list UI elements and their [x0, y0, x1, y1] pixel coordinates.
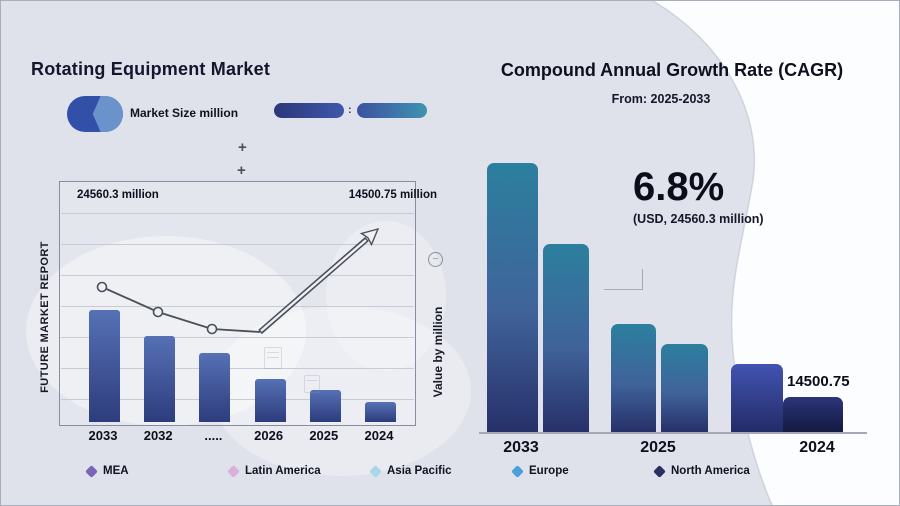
- right-chart-axis: [479, 432, 867, 434]
- market-size-cylinder-icon: [67, 96, 123, 132]
- legend-item-europe: Europe: [511, 464, 569, 478]
- legend-label: Latin America: [245, 465, 321, 477]
- page-title: Rotating Equipment Market: [31, 59, 271, 79]
- region-legend: MEA Latin America Asia Pacific Europe North …: [1, 464, 899, 485]
- left-bar-2025: [309, 390, 341, 422]
- right-bar-2025-1: [611, 324, 656, 432]
- cagr-usd-note: (USD, 24560.3 million): [633, 212, 764, 226]
- legend-item-asia-pacific: Asia Pacific: [369, 464, 452, 478]
- left-category-label: 2032: [143, 428, 173, 443]
- legend-item-latin-america: Latin America: [227, 464, 321, 478]
- ratio-colon: :: [348, 104, 352, 116]
- watermark-clipboard-icon: [304, 375, 320, 393]
- gridline: [61, 213, 414, 214]
- gridline: [61, 399, 414, 400]
- left-chart-end-value: 14500.75 million: [348, 189, 437, 201]
- legend-diamond-icon: [653, 464, 666, 478]
- plus-icon: +: [238, 139, 247, 156]
- watermark-clipboard-icon: [264, 347, 282, 369]
- left-chart-category-row: 2033 2032..... 2026 2025 2024: [59, 428, 414, 446]
- cylinder-highlight: [92, 96, 123, 132]
- left-bar-2033: [89, 310, 120, 422]
- left-chart-ylabel: Value by million: [431, 306, 445, 398]
- legend-diamond-icon: [227, 464, 240, 478]
- gridline: [61, 337, 414, 338]
- cagr-period: From: 2025-2033: [611, 92, 711, 106]
- legend-item-north-america: North America: [653, 464, 750, 478]
- gridline: [61, 244, 414, 245]
- gridline: [61, 275, 414, 276]
- legend-label: Europe: [529, 465, 569, 477]
- legend-diamond-icon: [511, 464, 524, 478]
- left-chart-start-value: 24560.3 million: [77, 189, 159, 201]
- cagr-heading: Compound Annual Growth Rate (CAGR): [500, 60, 844, 80]
- right-bar-2025-2: [661, 344, 708, 432]
- market-size-label: Market Size million: [130, 106, 239, 120]
- legend-label: MEA: [103, 465, 129, 477]
- ratio-pill-left: [274, 103, 344, 118]
- right-bar-2024-2: [783, 397, 843, 432]
- minus-icon: −: [428, 252, 443, 267]
- left-category-label: 2025: [309, 428, 339, 443]
- legend-item-mea: MEA: [85, 464, 129, 478]
- right-category-label: 2024: [799, 439, 835, 456]
- gridline: [61, 368, 414, 369]
- right-bar-2033-1: [487, 163, 538, 432]
- right-bar-2033-2: [543, 244, 589, 432]
- right-bar-2024-1: [731, 364, 783, 432]
- gridline: [61, 306, 414, 307]
- left-category-label: 2026: [254, 428, 284, 443]
- watermark-text: FUTURE MARKET REPORT: [39, 241, 51, 393]
- left-bar-.....: [199, 353, 231, 422]
- left-category-label: 2024: [364, 428, 394, 443]
- right-chart-annotation: 14500.75: [787, 373, 850, 390]
- right-category-label: 2025: [640, 439, 676, 456]
- legend-diamond-icon: [85, 464, 98, 478]
- plus-icon: +: [237, 162, 246, 179]
- legend-diamond-icon: [369, 464, 382, 478]
- left-bar-2024: [365, 402, 396, 422]
- right-chart: 2033 2025 2024 14500.75: [479, 161, 869, 461]
- left-chart-frame: [59, 181, 416, 426]
- right-category-label: 2033: [503, 439, 539, 456]
- legend-label: North America: [671, 465, 750, 477]
- left-bar-2032: [144, 336, 176, 422]
- left-category-label: 2033: [88, 428, 118, 443]
- ratio-pill-right: [357, 103, 427, 118]
- left-category-label: .....: [204, 428, 223, 443]
- corner-bracket-decoration: [604, 269, 643, 290]
- cagr-rate-value: 6.8%: [633, 165, 725, 209]
- legend-label: Asia Pacific: [387, 465, 452, 477]
- left-bar-2026: [254, 379, 286, 422]
